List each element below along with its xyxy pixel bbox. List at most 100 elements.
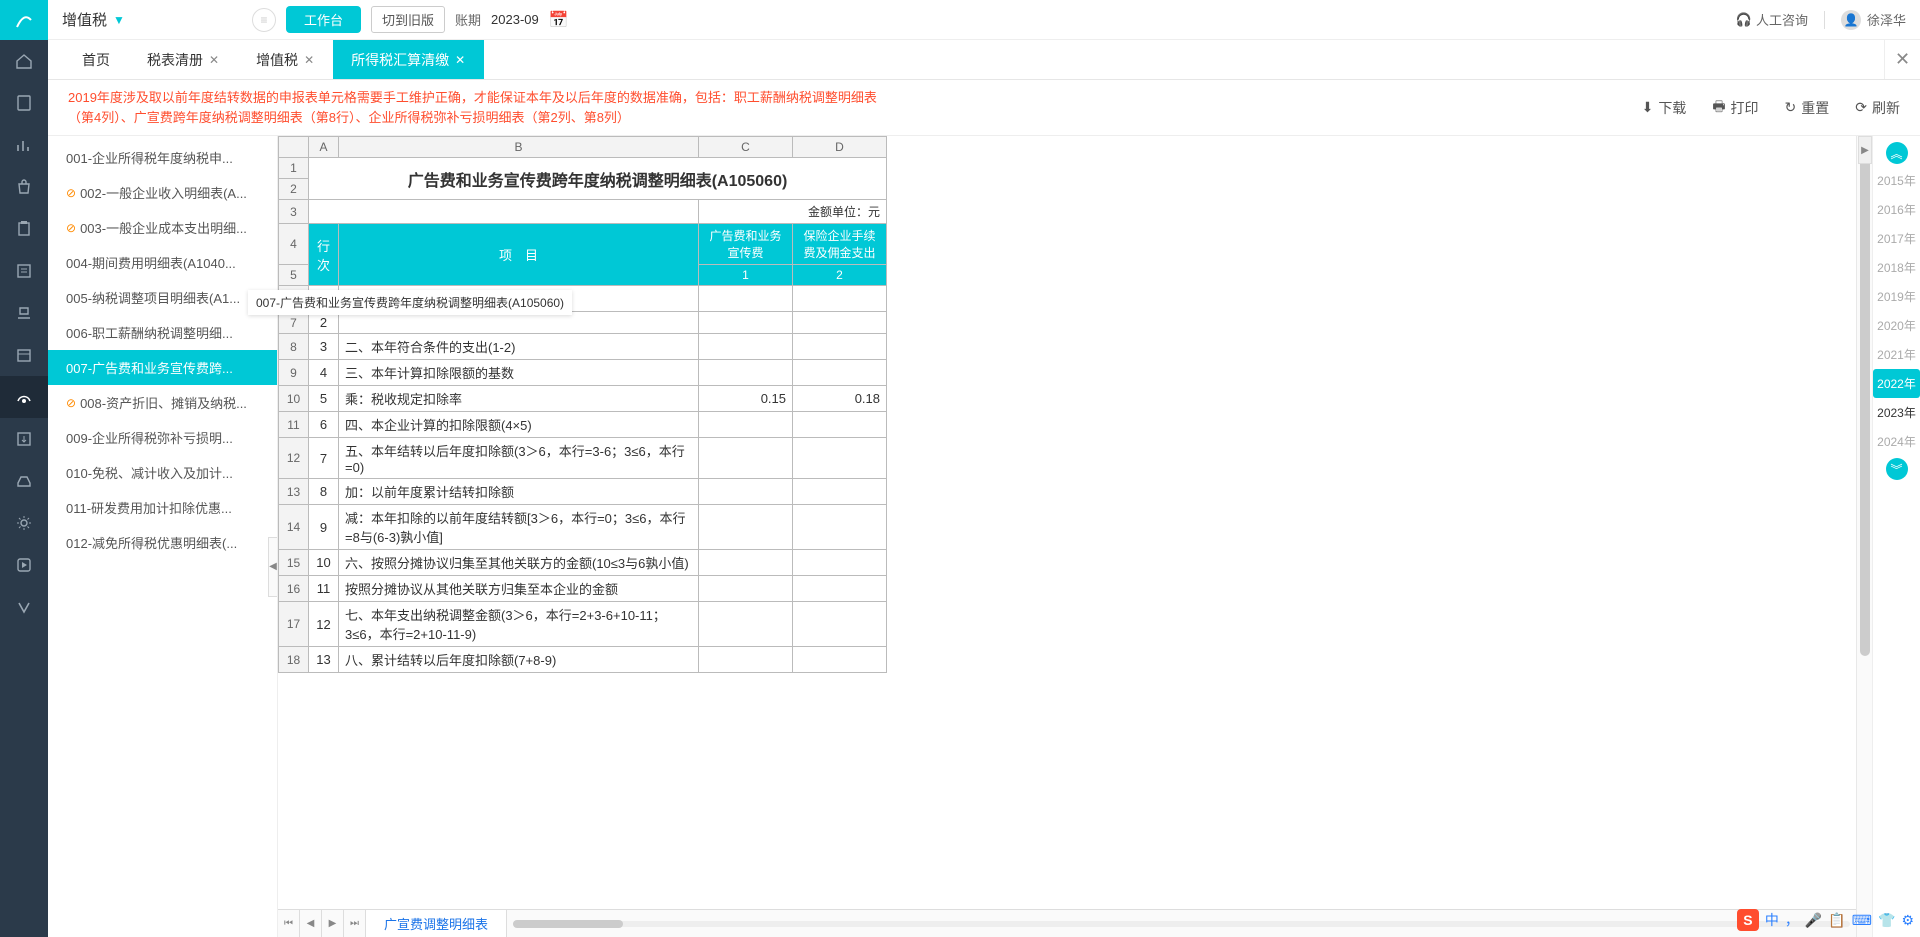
cell[interactable]: D: [793, 137, 887, 158]
cell[interactable]: 14: [279, 505, 309, 550]
cell[interactable]: 金额单位：元: [699, 200, 887, 224]
cell[interactable]: A: [309, 137, 339, 158]
cell[interactable]: [793, 647, 887, 673]
cell[interactable]: 按照分摊协议从其他关联方归集至本企业的金额: [339, 576, 699, 602]
module-select[interactable]: 增值税 ▼: [62, 9, 242, 30]
year-item[interactable]: 2016年: [1877, 195, 1916, 224]
report-item[interactable]: 006-职工薪酬纳税调整明细...: [48, 315, 277, 350]
circle-icon[interactable]: ≡: [252, 8, 276, 32]
cell[interactable]: 1: [279, 158, 309, 179]
report-item[interactable]: 011-研发费用加计扣除优惠...: [48, 490, 277, 525]
ime-item[interactable]: 中: [1765, 910, 1779, 930]
scrollbar-thumb[interactable]: [1860, 136, 1870, 656]
collapse-panel-handle[interactable]: ◀: [268, 537, 278, 597]
sheet-nav-prev[interactable]: ◀: [300, 910, 322, 937]
report-item[interactable]: 001-企业所得税年度纳税申...: [48, 140, 277, 175]
cell[interactable]: [793, 550, 887, 576]
cell[interactable]: 2: [279, 179, 309, 200]
cell[interactable]: 加：以前年度累计结转扣除额: [339, 479, 699, 505]
close-icon[interactable]: ✕: [209, 53, 219, 67]
cell[interactable]: [699, 360, 793, 386]
tab[interactable]: 所得税汇算清缴✕: [333, 40, 484, 79]
year-down-icon[interactable]: ︾: [1886, 458, 1908, 480]
nav-doc-icon[interactable]: [0, 82, 48, 124]
cell[interactable]: 8: [309, 479, 339, 505]
cell[interactable]: 五、本年结转以后年度扣除额(3＞6，本行=3-6；3≤6，本行=0): [339, 438, 699, 479]
cell[interactable]: [699, 479, 793, 505]
cell[interactable]: 三、本年计算扣除限额的基数: [339, 360, 699, 386]
cell[interactable]: 广告费和业务宣传费: [699, 224, 793, 265]
year-item[interactable]: 2021年: [1877, 340, 1916, 369]
cell[interactable]: 保险企业手续费及佣金支出: [793, 224, 887, 265]
nav-inbox-icon[interactable]: [0, 460, 48, 502]
report-item[interactable]: 005-纳税调整项目明细表(A1...: [48, 280, 277, 315]
cell[interactable]: 广告费和业务宣传费跨年度纳税调整明细表(A105060): [309, 158, 887, 200]
cell[interactable]: [699, 286, 793, 312]
cell[interactable]: [793, 312, 887, 334]
cell[interactable]: [793, 438, 887, 479]
report-item[interactable]: 010-免税、减计收入及加计...: [48, 455, 277, 490]
cell[interactable]: 12: [309, 602, 339, 647]
cell[interactable]: [793, 479, 887, 505]
year-item[interactable]: 2020年: [1877, 311, 1916, 340]
cell[interactable]: 行次: [309, 224, 339, 286]
cell[interactable]: 4: [279, 224, 309, 265]
nav-home-icon[interactable]: [0, 40, 48, 82]
print-button[interactable]: 🖶打印: [1712, 96, 1758, 120]
report-item[interactable]: ⊘008-资产折旧、摊销及纳税...: [48, 385, 277, 420]
cell[interactable]: 5: [279, 265, 309, 286]
old-version-button[interactable]: 切到旧版: [371, 6, 445, 33]
download-button[interactable]: ⬇下载: [1642, 98, 1687, 118]
cell[interactable]: 1: [699, 265, 793, 286]
workspace-button[interactable]: 工作台: [286, 6, 361, 33]
cell[interactable]: 12: [279, 438, 309, 479]
cell[interactable]: [699, 438, 793, 479]
year-item[interactable]: 2018年: [1877, 253, 1916, 282]
cell[interactable]: 二、本年符合条件的支出(1-2): [339, 334, 699, 360]
ime-clipboard-icon[interactable]: 📋: [1828, 912, 1845, 929]
year-item[interactable]: 2017年: [1877, 224, 1916, 253]
nav-calendar-icon[interactable]: [0, 334, 48, 376]
tab[interactable]: 税表清册✕: [129, 40, 238, 79]
cell[interactable]: [699, 334, 793, 360]
cell[interactable]: [793, 505, 887, 550]
year-item[interactable]: 2023年: [1877, 398, 1916, 427]
year-item[interactable]: 2022年: [1873, 369, 1920, 398]
period-value[interactable]: 2023-09: [491, 12, 539, 27]
cell[interactable]: 9: [279, 360, 309, 386]
cell[interactable]: 15: [279, 550, 309, 576]
ime-logo-icon[interactable]: S: [1737, 909, 1759, 931]
sheet-nav-next[interactable]: ▶: [322, 910, 344, 937]
scrollbar-thumb[interactable]: [513, 920, 623, 928]
ime-skin-icon[interactable]: 👕: [1878, 912, 1895, 929]
report-item[interactable]: 012-减免所得税优惠明细表(...: [48, 525, 277, 560]
vertical-scrollbar[interactable]: [1856, 136, 1872, 937]
report-item[interactable]: 007-广告费和业务宣传费跨...: [48, 350, 277, 385]
cell[interactable]: 18: [279, 647, 309, 673]
ime-settings-icon[interactable]: ⚙: [1901, 912, 1914, 929]
cell[interactable]: 13: [279, 479, 309, 505]
nav-play-icon[interactable]: [0, 544, 48, 586]
nav-form-icon[interactable]: [0, 250, 48, 292]
cell[interactable]: 七、本年支出纳税调整金额(3＞6，本行=2+3-6+10-11；3≤6，本行=2…: [339, 602, 699, 647]
sheet-nav-first[interactable]: ⏮: [278, 910, 300, 937]
cell[interactable]: [793, 334, 887, 360]
nav-tax-icon[interactable]: [0, 376, 48, 418]
cell[interactable]: C: [699, 137, 793, 158]
year-item[interactable]: 2015年: [1877, 166, 1916, 195]
cell[interactable]: 9: [309, 505, 339, 550]
nav-bag-icon[interactable]: [0, 166, 48, 208]
cell[interactable]: 六、按照分摊协议归集至其他关联方的金额(10≤3与6孰小值): [339, 550, 699, 576]
year-up-icon[interactable]: ︽: [1886, 142, 1908, 164]
cell[interactable]: [699, 602, 793, 647]
cell[interactable]: [793, 602, 887, 647]
cell[interactable]: 7: [309, 438, 339, 479]
cell[interactable]: 减：本年扣除的以前年度结转额[3＞6，本行=0；3≤6，本行=8与(6-3)孰小…: [339, 505, 699, 550]
nav-export-icon[interactable]: [0, 418, 48, 460]
ime-keyboard-icon[interactable]: ⌨: [1852, 912, 1872, 929]
cell[interactable]: 10: [309, 550, 339, 576]
nav-chart-icon[interactable]: [0, 124, 48, 166]
year-item[interactable]: 2019年: [1877, 282, 1916, 311]
cell[interactable]: [699, 647, 793, 673]
logo[interactable]: [0, 0, 48, 40]
